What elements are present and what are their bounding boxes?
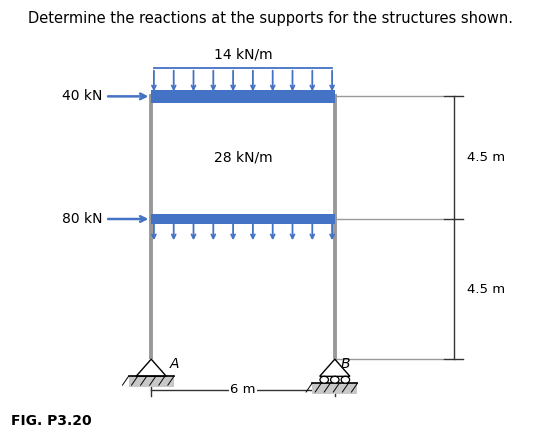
Text: 40 kN: 40 kN [62, 89, 103, 103]
Polygon shape [136, 359, 166, 376]
Bar [312, 383, 357, 394]
Bar [151, 214, 335, 224]
Text: 28 kN/m: 28 kN/m [214, 151, 272, 165]
Bar [151, 90, 335, 103]
Text: FIG. P3.20: FIG. P3.20 [11, 414, 91, 428]
Text: 6 m: 6 m [230, 383, 256, 396]
Text: 4.5 m: 4.5 m [467, 151, 505, 164]
Bar [129, 376, 174, 387]
Text: 4.5 m: 4.5 m [467, 283, 505, 296]
Text: B: B [340, 357, 350, 371]
Circle shape [341, 376, 349, 383]
Text: 80 kN: 80 kN [62, 212, 103, 226]
Text: 14 kN/m: 14 kN/m [214, 47, 272, 61]
Circle shape [320, 376, 328, 383]
Polygon shape [320, 359, 350, 376]
Text: A: A [170, 357, 180, 371]
Text: Determine the reactions at the supports for the structures shown.: Determine the reactions at the supports … [28, 11, 512, 26]
Circle shape [330, 376, 339, 383]
